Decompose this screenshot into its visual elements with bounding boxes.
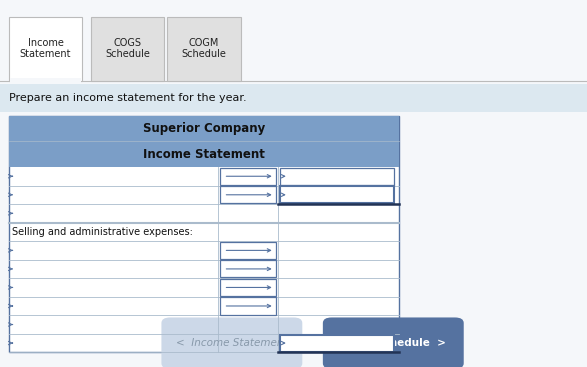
- Text: Superior Company: Superior Company: [143, 122, 265, 135]
- FancyBboxPatch shape: [220, 186, 276, 203]
- Text: COGS
Schedule: COGS Schedule: [105, 38, 150, 59]
- FancyBboxPatch shape: [220, 261, 276, 277]
- FancyBboxPatch shape: [9, 116, 399, 141]
- FancyBboxPatch shape: [10, 78, 81, 83]
- FancyBboxPatch shape: [167, 17, 241, 81]
- FancyBboxPatch shape: [220, 242, 276, 259]
- FancyBboxPatch shape: [161, 317, 302, 367]
- Text: Prepare an income statement for the year.: Prepare an income statement for the year…: [9, 93, 247, 103]
- Text: COGM
Schedule: COGM Schedule: [181, 38, 227, 59]
- FancyBboxPatch shape: [281, 335, 394, 352]
- Text: <  Income Statement: < Income Statement: [176, 338, 288, 348]
- FancyBboxPatch shape: [9, 141, 399, 167]
- FancyBboxPatch shape: [281, 168, 394, 185]
- FancyBboxPatch shape: [281, 186, 394, 203]
- FancyBboxPatch shape: [323, 317, 464, 367]
- Text: Income Statement: Income Statement: [143, 148, 265, 161]
- Text: Income
Statement: Income Statement: [20, 38, 71, 59]
- FancyBboxPatch shape: [220, 297, 276, 315]
- FancyBboxPatch shape: [9, 116, 399, 352]
- FancyBboxPatch shape: [91, 17, 164, 81]
- FancyBboxPatch shape: [9, 17, 82, 81]
- Text: Selling and administrative expenses:: Selling and administrative expenses:: [12, 227, 193, 237]
- FancyBboxPatch shape: [220, 279, 276, 296]
- FancyBboxPatch shape: [220, 168, 276, 185]
- FancyBboxPatch shape: [0, 84, 587, 112]
- Text: COGS Schedule  >: COGS Schedule >: [340, 338, 446, 348]
